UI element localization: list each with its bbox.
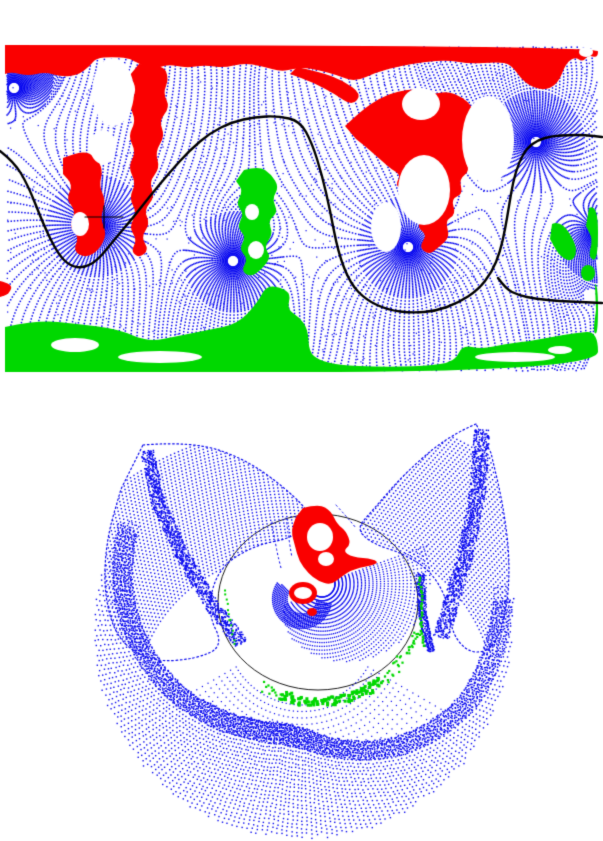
field-line-figure-canvas <box>0 0 603 841</box>
figure-root <box>0 0 603 841</box>
